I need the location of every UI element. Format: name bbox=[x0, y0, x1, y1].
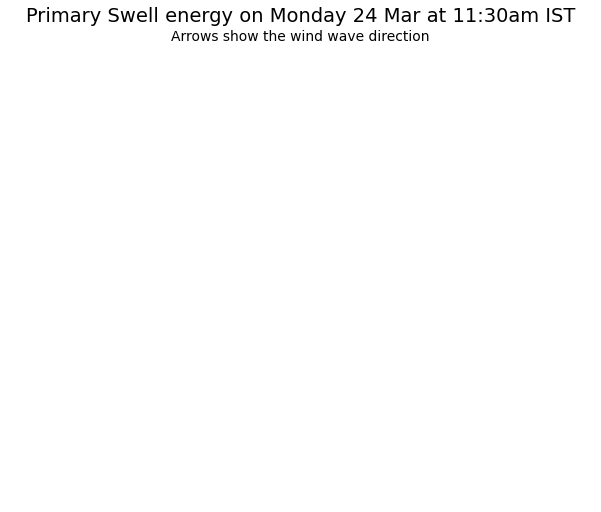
Text: Arrows show the wind wave direction: Arrows show the wind wave direction bbox=[171, 30, 430, 44]
Text: Primary Swell energy on Monday 24 Mar at 11:30am IST: Primary Swell energy on Monday 24 Mar at… bbox=[26, 7, 575, 26]
